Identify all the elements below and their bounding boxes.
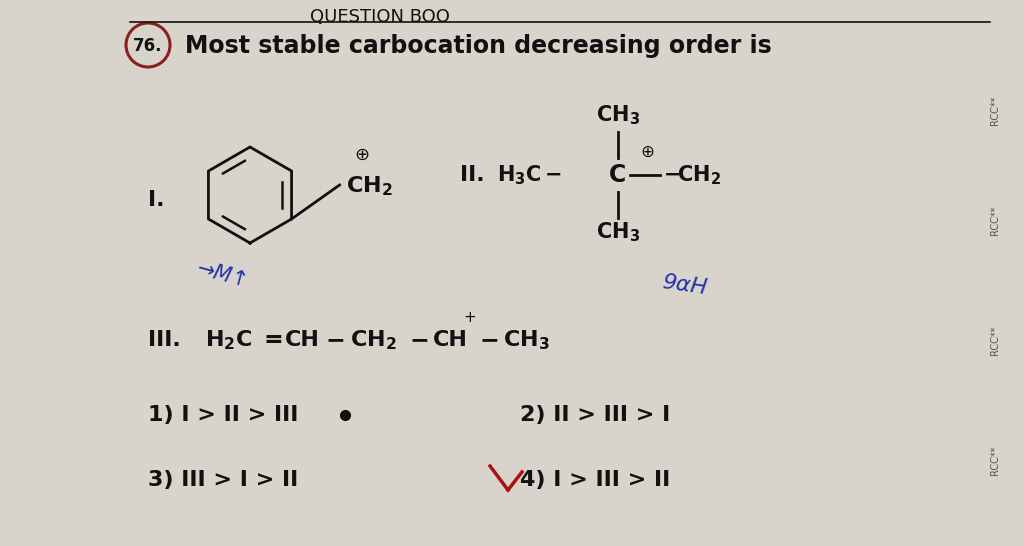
Text: CH: CH bbox=[433, 330, 468, 350]
Text: Most stable carbocation decreasing order is: Most stable carbocation decreasing order… bbox=[185, 34, 772, 58]
Text: $\mathregular{CH_3}$: $\mathregular{CH_3}$ bbox=[596, 220, 640, 244]
Text: $\mathregular{CH_2}$: $\mathregular{CH_2}$ bbox=[345, 174, 392, 198]
Text: $\mathregular{CH_3}$: $\mathregular{CH_3}$ bbox=[596, 103, 640, 127]
Text: CH: CH bbox=[285, 330, 319, 350]
Text: 76.: 76. bbox=[133, 37, 163, 55]
Text: 9αH: 9αH bbox=[660, 272, 708, 298]
Text: 4) I > III > II: 4) I > III > II bbox=[520, 470, 671, 490]
Text: $\mathregular{H_2C}$: $\mathregular{H_2C}$ bbox=[205, 328, 252, 352]
Text: =: = bbox=[263, 328, 283, 352]
Text: $\mathregular{H_3C-}$: $\mathregular{H_3C-}$ bbox=[497, 163, 562, 187]
Text: II.: II. bbox=[460, 165, 484, 185]
Text: RCC**: RCC** bbox=[990, 205, 1000, 235]
Text: C: C bbox=[609, 163, 627, 187]
Text: $\oplus$: $\oplus$ bbox=[640, 143, 654, 161]
Text: →M↑: →M↑ bbox=[195, 258, 251, 292]
Text: RCC**: RCC** bbox=[990, 96, 1000, 124]
Text: RCC**: RCC** bbox=[990, 446, 1000, 474]
Text: $\mathregular{-\!CH_2}$: $\mathregular{-\!CH_2}$ bbox=[663, 163, 721, 187]
Text: RCC**: RCC** bbox=[990, 325, 1000, 355]
Text: I.: I. bbox=[148, 190, 165, 210]
Text: 3) III > I > II: 3) III > I > II bbox=[148, 470, 298, 490]
Text: III.: III. bbox=[148, 330, 181, 350]
Text: $\mathregular{CH_3}$: $\mathregular{CH_3}$ bbox=[503, 328, 550, 352]
Text: 2) II > III > I: 2) II > III > I bbox=[520, 405, 671, 425]
Text: −: − bbox=[325, 328, 345, 352]
Text: −: − bbox=[410, 328, 430, 352]
Text: +: + bbox=[463, 311, 476, 325]
Text: −: − bbox=[480, 328, 500, 352]
Text: QUESTION BOO: QUESTION BOO bbox=[310, 8, 450, 26]
Text: $\mathregular{CH_2}$: $\mathregular{CH_2}$ bbox=[350, 328, 396, 352]
Text: 1) I > II > III: 1) I > II > III bbox=[148, 405, 298, 425]
Text: $\oplus$: $\oplus$ bbox=[353, 146, 369, 164]
